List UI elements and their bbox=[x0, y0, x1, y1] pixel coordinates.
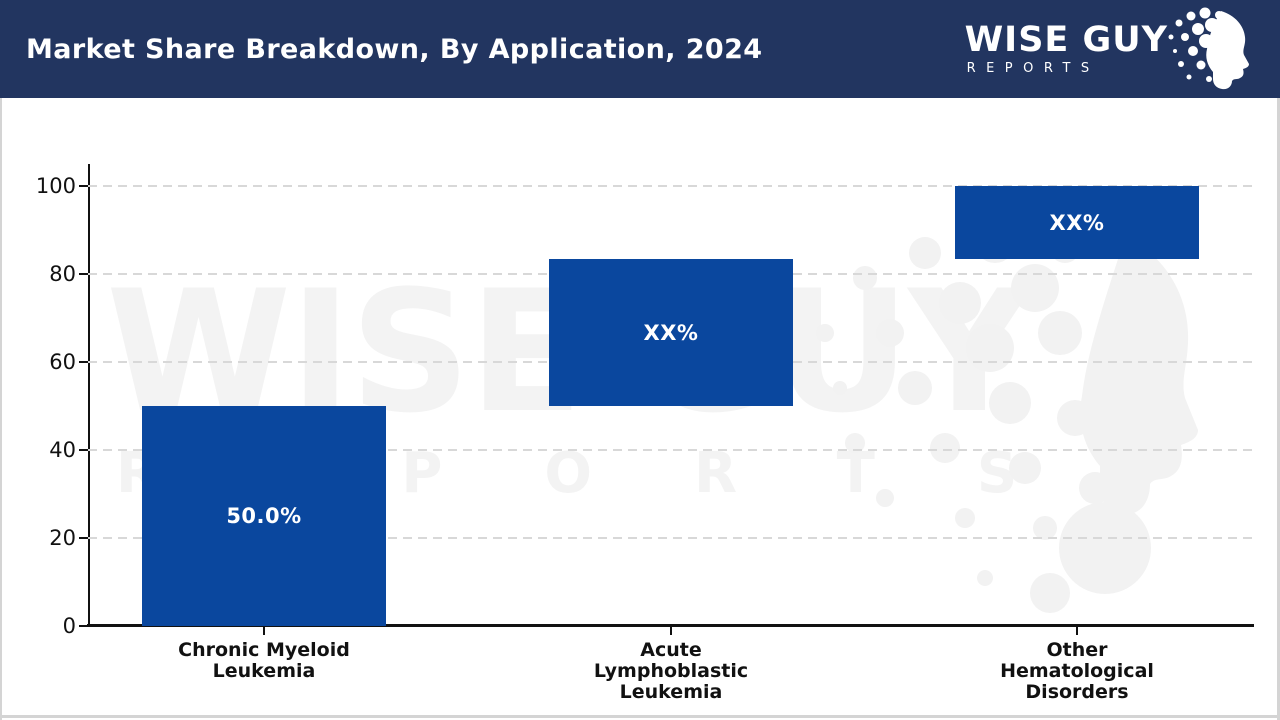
y-axis-tick-label: 80 bbox=[49, 262, 76, 286]
header-bar: Market Share Breakdown, By Application, … bbox=[0, 0, 1280, 98]
x-axis-tick-mark bbox=[670, 627, 672, 635]
x-axis-category-label: Acute Lymphoblastic Leukemia bbox=[511, 640, 831, 703]
page-border-left bbox=[0, 98, 2, 720]
category-label-line: Chronic Myeloid bbox=[178, 639, 350, 661]
bar-value-label: XX% bbox=[643, 320, 699, 345]
gridline-40 bbox=[88, 449, 1253, 451]
y-axis-tick-label: 0 bbox=[62, 614, 76, 638]
bar-segment-0: 50.0% bbox=[142, 406, 386, 626]
y-axis-tick-label: 20 bbox=[49, 526, 76, 550]
y-axis-tick-mark bbox=[79, 449, 88, 451]
category-label-line: Leukemia bbox=[212, 660, 316, 682]
y-axis-tick-mark bbox=[79, 537, 88, 539]
page-border-right bbox=[1277, 98, 1280, 720]
wiseguy-logo-name: WISE GUY bbox=[964, 20, 1168, 60]
x-axis-tick-mark bbox=[263, 627, 265, 635]
bar-segment-1: XX% bbox=[549, 259, 793, 406]
bar-value-label: 50.0% bbox=[226, 504, 302, 528]
bar-value-label: XX% bbox=[1049, 210, 1105, 235]
wiseguy-dotted-face-icon bbox=[1168, 7, 1249, 90]
gridline-20 bbox=[88, 537, 1253, 539]
y-axis-tick-mark bbox=[79, 273, 88, 275]
category-label-line: Disorders bbox=[1025, 681, 1129, 703]
category-label-line: Other bbox=[1046, 639, 1108, 661]
wiseguy-logo-sub: REPORTS bbox=[966, 61, 1100, 76]
y-axis-tick-mark bbox=[79, 361, 88, 363]
category-label-line: Acute bbox=[640, 639, 702, 661]
x-axis-tick-mark bbox=[1076, 627, 1078, 635]
page-title: Market Share Breakdown, By Application, … bbox=[26, 33, 763, 65]
x-axis-category-label: Other Hematological Disorders bbox=[917, 640, 1237, 703]
wiseguy-logo: WISE GUY REPORTS bbox=[965, 7, 1254, 91]
y-axis-spine bbox=[88, 164, 90, 626]
category-label-line: Hematological bbox=[1000, 660, 1154, 682]
category-label-line: Leukemia bbox=[619, 681, 723, 703]
bar-segment-2: XX% bbox=[955, 186, 1199, 260]
x-axis-category-label: Chronic Myeloid Leukemia bbox=[104, 640, 424, 682]
gridline-100 bbox=[88, 185, 1253, 187]
wiseguy-logo-text: WISE GUY REPORTS bbox=[964, 20, 1168, 76]
y-axis-tick-label: 100 bbox=[35, 174, 76, 198]
y-axis-tick-label: 60 bbox=[49, 350, 76, 374]
category-label-line: Lymphoblastic bbox=[593, 660, 749, 682]
page-border-bottom bbox=[0, 715, 1280, 718]
y-axis-tick-mark bbox=[79, 185, 88, 187]
x-axis-spine bbox=[87, 624, 1254, 627]
y-axis-tick-mark bbox=[79, 625, 88, 627]
y-axis-tick-label: 40 bbox=[49, 438, 76, 462]
